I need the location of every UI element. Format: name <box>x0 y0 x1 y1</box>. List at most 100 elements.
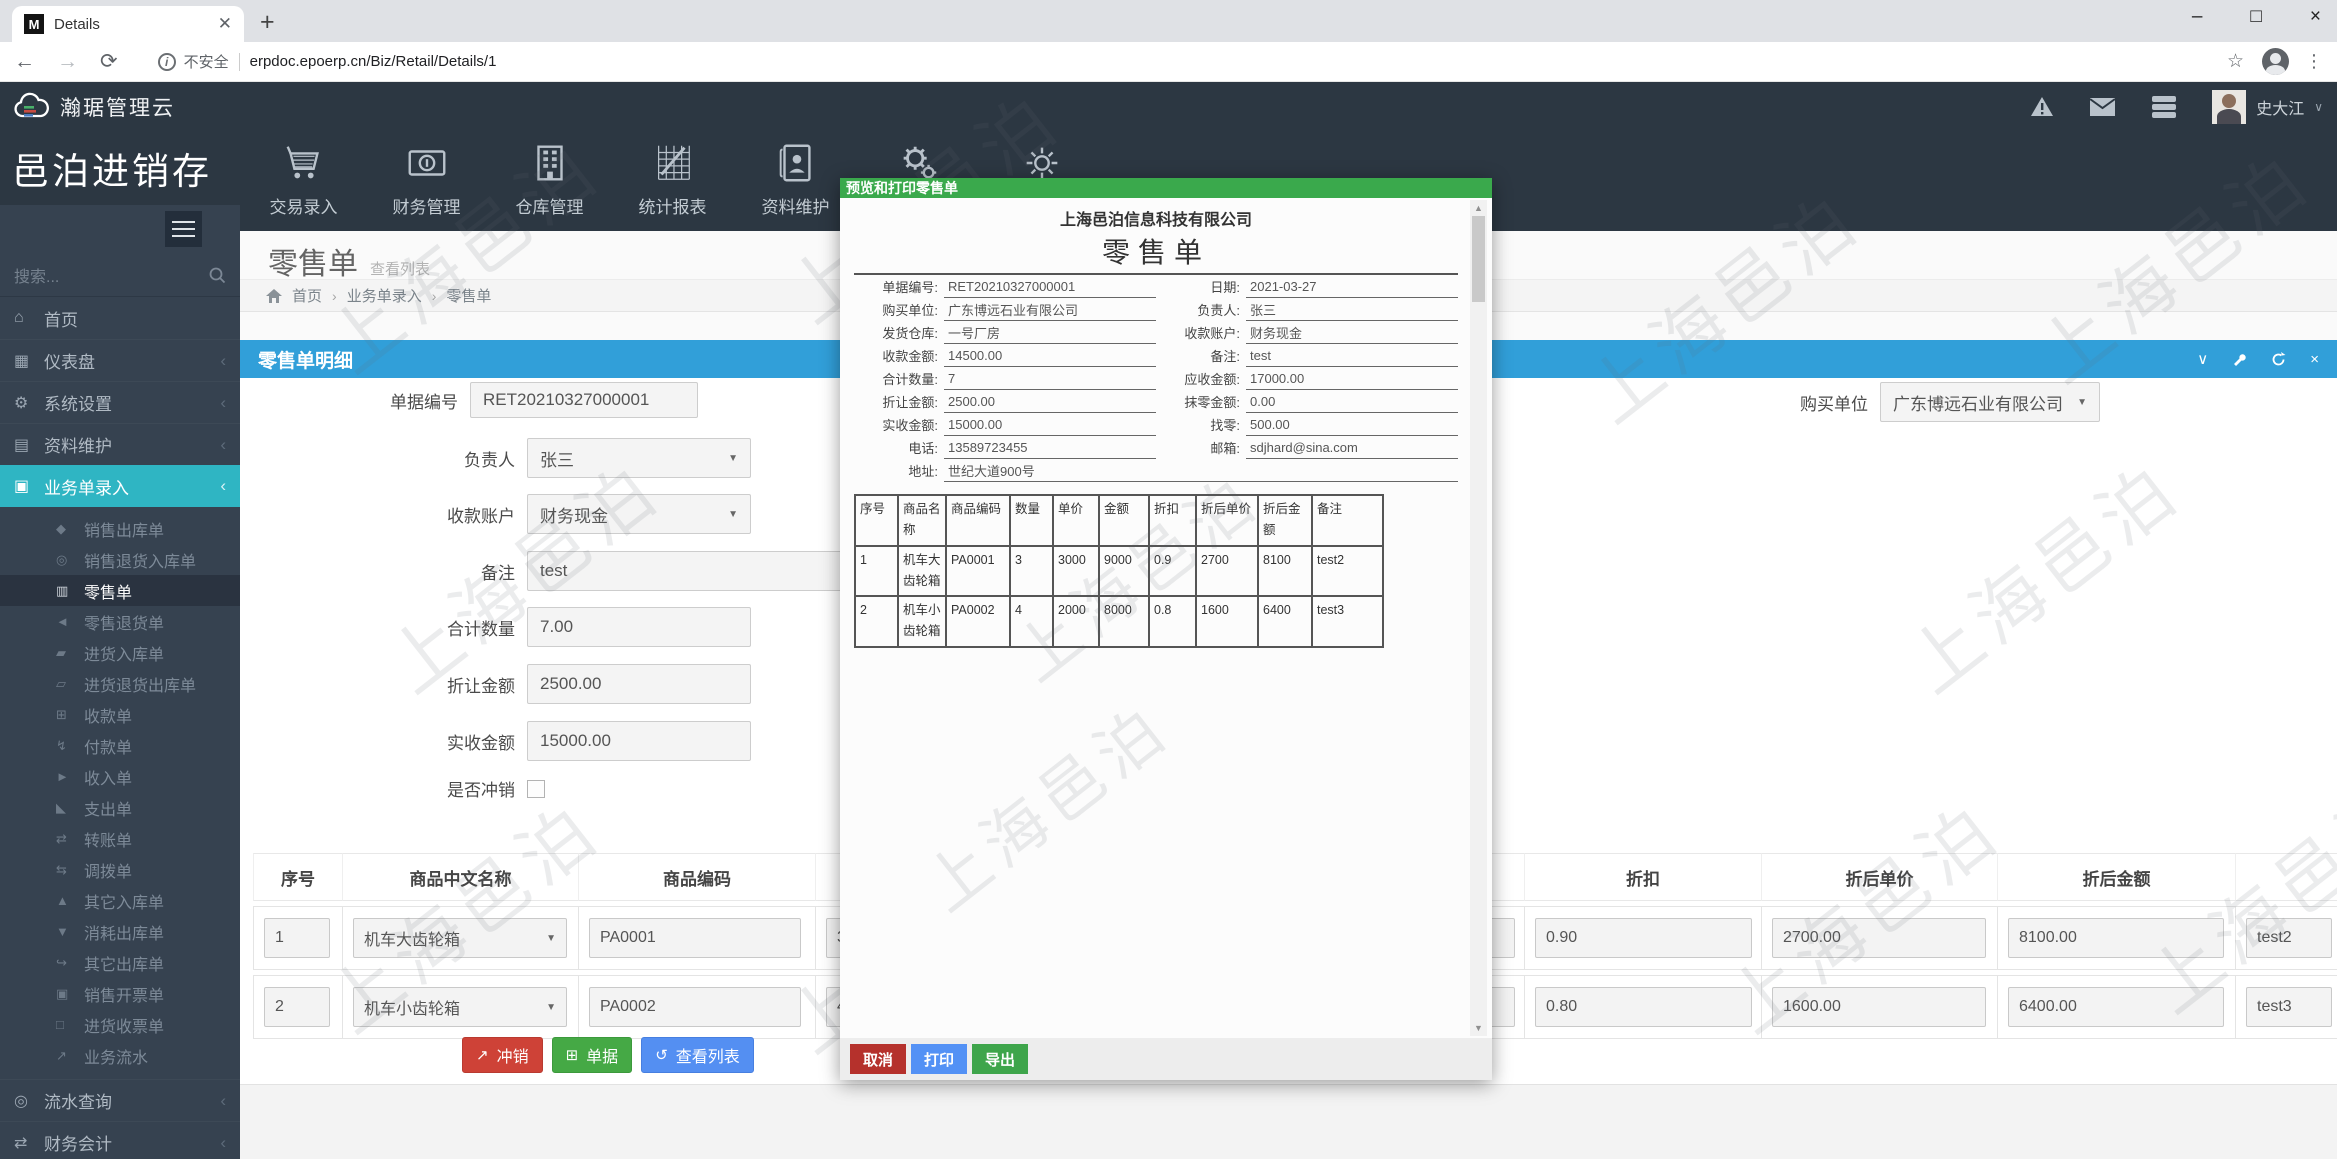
date-value: 2021-03-27 <box>1246 275 1458 298</box>
sidebar-item-transfer-order[interactable]: ⇄ 转账单 <box>56 830 133 850</box>
bookmark-star-icon[interactable]: ☆ <box>2226 51 2244 72</box>
export-button[interactable]: 导出 <box>972 1044 1029 1074</box>
sidebar-item-sales-return-inbound[interactable]: ◎ 销售退货入库单 <box>56 551 197 571</box>
url-text[interactable]: erpdoc.epoerp.cn/Biz/Retail/Details/1 <box>249 53 497 70</box>
doc-no-field[interactable]: RET20210327000001 <box>470 382 698 418</box>
sidebar-item-data-maintenance[interactable]: ▤ 资料维护 ‹ <box>0 423 240 465</box>
sidebar-item-consume-outbound[interactable]: ▼ 消耗出库单 <box>56 924 165 943</box>
sidebar-item-financial-accounting[interactable]: ⇄ 财务会计 ‹ <box>0 1121 240 1159</box>
search-icon[interactable] <box>208 266 226 284</box>
nav-item-data-maintenance[interactable]: 资料维护 <box>734 131 857 231</box>
sidebar-item-retail-order[interactable]: ▥ 零售单 <box>0 575 240 606</box>
close-panel-icon[interactable]: × <box>2310 350 2319 368</box>
amount-after-field[interactable]: 8100.00 <box>2008 918 2224 958</box>
sidebar-item-purchase-return-outbound[interactable]: ▱ 进货退货出库单 <box>56 675 197 695</box>
sidebar-item-system-settings[interactable]: ⚙ 系统设置 ‹ <box>0 381 240 423</box>
envelope-icon: ▣ <box>56 985 69 1001</box>
discount-amount-field[interactable]: 2500.00 <box>527 664 751 704</box>
print-button[interactable]: 打印 <box>911 1044 968 1074</box>
row-remark-field[interactable]: test3 <box>2246 987 2332 1027</box>
seq-field[interactable]: 1 <box>264 918 330 958</box>
row-remark-field[interactable]: test2 <box>2246 918 2332 958</box>
user-menu[interactable]: 史大江 ∨ <box>2212 89 2323 124</box>
back-button[interactable]: ← <box>14 49 35 73</box>
refresh-icon[interactable] <box>2271 351 2286 367</box>
price-after-field[interactable]: 1600.00 <box>1772 987 1986 1027</box>
chevron-left-icon: ‹ <box>220 350 226 370</box>
document-button[interactable]: ⊞ 单据 <box>551 1037 633 1073</box>
sidebar-item-receipt-order[interactable]: ⊞ 收款单 <box>56 706 133 726</box>
form-row-total-qty: 合计数量 7.00 <box>240 607 751 647</box>
scroll-thumb[interactable] <box>1472 216 1485 302</box>
sidebar-item-other-outbound[interactable]: ↪ 其它出库单 <box>56 954 165 974</box>
sidebar-item-business-flow[interactable]: ↗ 业务流水 <box>56 1047 149 1067</box>
doc-icon: ◄ <box>56 614 69 629</box>
sidebar-item-sales-invoice[interactable]: ▣ 销售开票单 <box>56 985 165 1005</box>
view-list-button[interactable]: ↺ 查看列表 <box>641 1037 754 1073</box>
modal-scrollbar[interactable]: ▲ ▼ <box>1470 200 1487 1036</box>
scroll-up-icon[interactable]: ▲ <box>1474 203 1483 213</box>
sidebar-item-dashboard[interactable]: ▦ 仪表盘 ‹ <box>0 339 240 381</box>
product-name-select[interactable]: 机车大齿轮箱 ▼ <box>353 918 567 958</box>
window-close-button[interactable]: × <box>2309 6 2321 27</box>
reload-button[interactable]: ⟳ <box>100 50 118 73</box>
window-maximize-button[interactable]: □ <box>2250 6 2262 27</box>
seq-field[interactable]: 2 <box>264 987 330 1027</box>
discount-field[interactable]: 0.90 <box>1535 918 1752 958</box>
product-code-field[interactable]: PA0001 <box>589 918 801 958</box>
cancel-button[interactable]: 取消 <box>850 1044 907 1074</box>
nav-item-stats-report[interactable]: 统计报表 <box>611 131 734 231</box>
chevron-down-icon: ∨ <box>2314 99 2323 114</box>
window-minimize-button[interactable]: – <box>2191 6 2203 27</box>
nav-item-warehouse-mgmt[interactable]: 仓库管理 <box>488 131 611 231</box>
select-caret-icon: ▼ <box>546 932 556 944</box>
new-tab-button[interactable]: + <box>260 8 275 36</box>
product-name-select[interactable]: 机车小齿轮箱 ▼ <box>353 987 567 1027</box>
reversed-checkbox[interactable] <box>527 779 545 798</box>
breadcrumb-business-entry[interactable]: 业务单录入 <box>346 288 422 305</box>
collapse-icon[interactable]: ∨ <box>2197 351 2209 368</box>
reverse-button[interactable]: ↗ 冲销 <box>462 1037 543 1073</box>
site-info-icon[interactable]: i <box>157 52 176 71</box>
remark-field[interactable]: test <box>527 551 849 591</box>
nav-item-finance-mgmt[interactable]: 财务管理 <box>365 131 488 231</box>
modal-title-bar[interactable]: 预览和打印零售单 <box>840 178 1492 198</box>
breadcrumb-home[interactable]: 首页 <box>292 288 323 305</box>
wrench-icon[interactable] <box>2232 352 2247 367</box>
sidebar-item-income-order[interactable]: ► 收入单 <box>56 769 133 788</box>
forward-button[interactable]: → <box>57 49 78 73</box>
sidebar-item-allocation-order[interactable]: ⇆ 调拨单 <box>56 861 133 881</box>
browser-tab[interactable]: M Details ✕ <box>12 6 244 42</box>
nav-item-trade-entry[interactable]: 交易录入 <box>242 131 365 231</box>
price-after-field[interactable]: 2700.00 <box>1772 918 1986 958</box>
plane-icon: ↗ <box>56 1047 67 1063</box>
sidebar-item-flow-query[interactable]: ◎ 流水查询 ‹ <box>0 1079 240 1121</box>
mail-icon[interactable] <box>2089 97 2116 117</box>
browser-profile-icon[interactable] <box>2262 48 2289 75</box>
sidebar-item-business-entry[interactable]: ▣ 业务单录入 ‹ <box>0 465 240 507</box>
browser-menu-icon[interactable]: ⋮ <box>2305 51 2323 71</box>
security-label[interactable]: 不安全 <box>183 54 229 71</box>
sidebar-item-expense-order[interactable]: ◣ 支出单 <box>56 799 133 819</box>
sidebar-item-purchase-invoice[interactable]: □ 进货收票单 <box>56 1017 165 1036</box>
tab-close-icon[interactable]: ✕ <box>217 14 232 33</box>
total-qty-field[interactable]: 7.00 <box>527 607 751 647</box>
alert-icon[interactable] <box>2029 95 2055 119</box>
sidebar-item-other-inbound[interactable]: ▲ 其它入库单 <box>56 893 165 912</box>
sidebar-item-purchase-inbound[interactable]: ▰ 进货入库单 <box>56 644 165 664</box>
buyer-select[interactable]: 广东博远石业有限公司 ▼ <box>1880 382 2100 422</box>
discount-field[interactable]: 0.80 <box>1535 987 1752 1027</box>
account-select[interactable]: 财务现金 ▼ <box>527 494 751 534</box>
received-amount-field[interactable]: 15000.00 <box>527 721 751 761</box>
sidebar-item-payment-order[interactable]: ↯ 付款单 <box>56 737 133 757</box>
server-icon[interactable] <box>2150 95 2178 119</box>
sidebar-search[interactable]: 搜索... <box>0 253 240 297</box>
sidebar-toggle-icon[interactable] <box>165 211 202 247</box>
manager-select[interactable]: 张三 ▼ <box>527 438 751 478</box>
sidebar-item-home[interactable]: ⌂ 首页 <box>0 297 240 339</box>
product-code-field[interactable]: PA0002 <box>589 987 801 1027</box>
scroll-down-icon[interactable]: ▼ <box>1474 1023 1483 1033</box>
sidebar-item-retail-return[interactable]: ◄ 零售退货单 <box>56 614 165 633</box>
amount-after-field[interactable]: 6400.00 <box>2008 987 2224 1027</box>
sidebar-item-sales-outbound[interactable]: ◆ 销售出库单 <box>56 520 165 540</box>
